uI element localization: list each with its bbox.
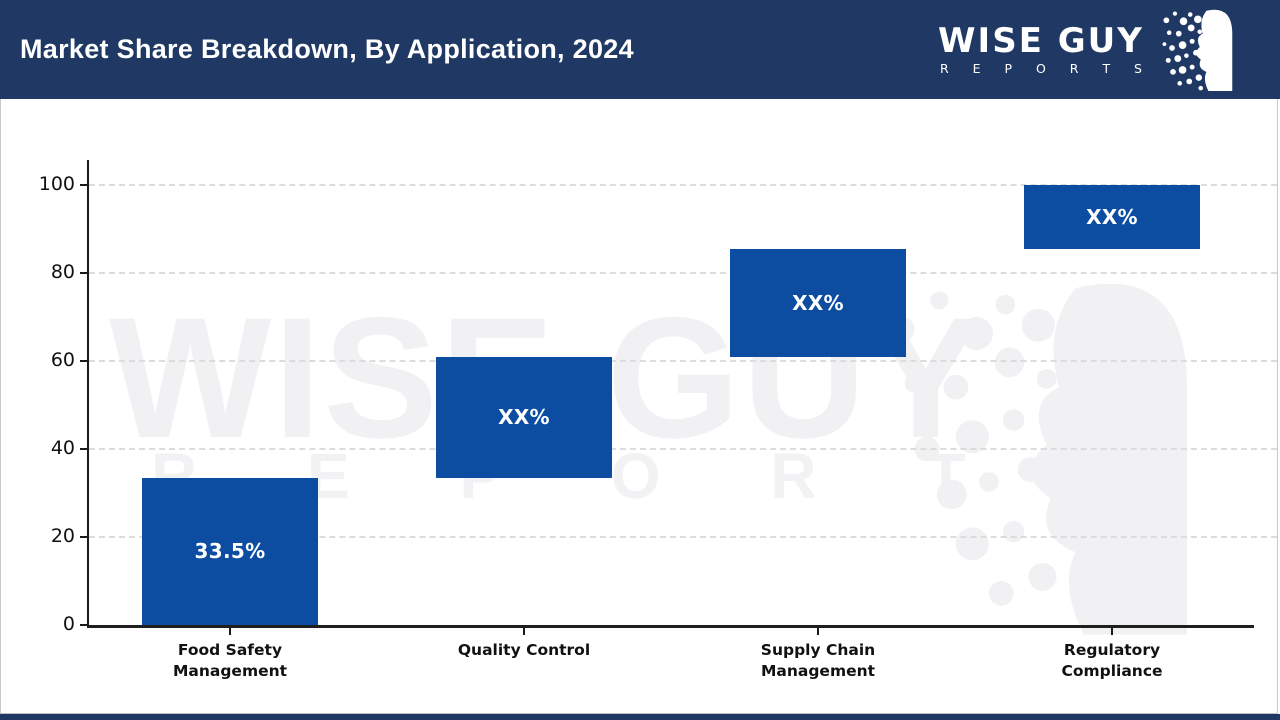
y-axis-tick-label: 100: [38, 173, 75, 195]
y-axis-tick: [80, 184, 89, 186]
x-axis-tick: [1111, 628, 1113, 635]
gridline-y60: [89, 360, 1277, 362]
x-axis-category-label: Regulatory Compliance: [1061, 641, 1163, 680]
bar-quality-control: XX%: [436, 356, 612, 478]
y-axis-tick: [80, 536, 89, 538]
watermark-dotted-face-icon: [861, 209, 1191, 693]
logo-wordmark-line1: WISE GUY: [938, 20, 1144, 61]
bar-food-safety-management: 33.5%: [142, 477, 318, 625]
logo-wordmark-line2: R E P O R T S: [939, 60, 1152, 76]
gridline-y20: [89, 536, 1277, 538]
x-axis-tick: [817, 628, 819, 635]
gridline-y40: [89, 448, 1277, 450]
y-axis-line: [87, 160, 89, 627]
footer-band: [0, 714, 1280, 720]
x-axis-category-label: Quality Control: [457, 641, 591, 659]
bar-value-label: XX%: [1086, 204, 1138, 229]
gridline-y100: [89, 184, 1277, 186]
y-axis-tick-label: 20: [50, 525, 75, 547]
y-axis-tick-label: 60: [50, 349, 75, 371]
x-axis-category-label: Food Safety Management: [172, 641, 288, 680]
bar-value-label: XX%: [498, 405, 550, 430]
dotted-face-logo-icon: [1156, 5, 1234, 95]
y-axis-tick: [80, 448, 89, 450]
x-axis-tick: [523, 628, 525, 635]
page-title: Market Share Breakdown, By Application, …: [20, 34, 634, 64]
x-axis-line: [87, 625, 1254, 628]
y-axis-tick-label: 40: [50, 437, 75, 459]
y-axis-tick: [80, 624, 89, 626]
y-axis-tick: [80, 272, 89, 274]
y-axis-tick-label: 0: [62, 613, 75, 635]
wise-guy-logo: WISE GUY R E P O R T S: [930, 5, 1280, 95]
y-axis-tick-label: 80: [50, 261, 75, 283]
chart-area: WISE GUY R E P O R T S 0 20 40 60 80 100 33.5%…: [0, 99, 1278, 714]
bar-supply-chain-management: XX%: [730, 248, 906, 357]
y-axis-tick: [80, 360, 89, 362]
logo-wordmark: WISE GUY R E P O R T S: [930, 24, 1152, 76]
x-axis-category-label: Supply Chain Management: [760, 641, 876, 680]
bar-value-label: XX%: [792, 290, 844, 315]
bar-regulatory-compliance: XX%: [1024, 185, 1200, 249]
header-band: Market Share Breakdown, By Application, …: [0, 0, 1280, 99]
gridline-y80: [89, 272, 1277, 274]
x-axis-tick: [229, 628, 231, 635]
bar-value-label: 33.5%: [194, 539, 266, 564]
